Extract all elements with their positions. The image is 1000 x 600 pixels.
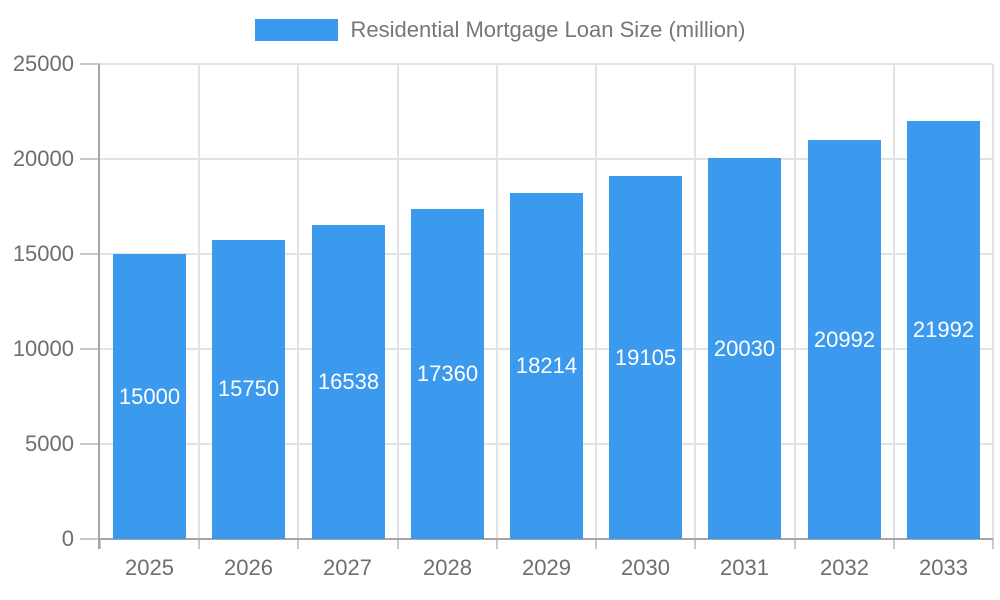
- x-tick-mark: [198, 539, 200, 549]
- x-tick-mark: [694, 539, 696, 549]
- x-gridline: [694, 64, 696, 539]
- x-gridline: [297, 64, 299, 539]
- bar-2030[interactable]: [609, 176, 682, 539]
- x-axis-tick-label: 2029: [522, 555, 571, 580]
- y-tick-mark: [80, 158, 100, 160]
- x-axis-tick-label: 2031: [720, 555, 769, 580]
- x-axis-tick-label: 2030: [621, 555, 670, 580]
- bar-2029[interactable]: [510, 193, 583, 539]
- x-axis-line: [98, 538, 993, 540]
- x-tick-mark: [794, 539, 796, 549]
- y-axis-tick-label: 5000: [25, 431, 74, 456]
- bar-2033[interactable]: [907, 121, 980, 539]
- x-axis-tick-label: 2027: [323, 555, 372, 580]
- x-axis-tick-label: 2025: [125, 555, 174, 580]
- x-gridline: [992, 64, 994, 539]
- x-gridline: [397, 64, 399, 539]
- x-axis-tick-label: 2026: [224, 555, 273, 580]
- bar-2025[interactable]: [113, 254, 186, 539]
- x-tick-mark: [992, 539, 994, 549]
- x-gridline: [595, 64, 597, 539]
- bar-2028[interactable]: [411, 209, 484, 539]
- y-tick-mark: [80, 253, 100, 255]
- x-gridline: [794, 64, 796, 539]
- y-axis-line: [98, 64, 100, 549]
- bar-2032[interactable]: [808, 140, 881, 539]
- x-gridline: [893, 64, 895, 539]
- legend[interactable]: Residential Mortgage Loan Size (million): [0, 12, 1000, 48]
- y-tick-mark: [80, 443, 100, 445]
- y-gridline: [100, 63, 993, 65]
- y-axis-tick-label: 15000: [12, 241, 74, 266]
- x-tick-mark: [99, 539, 101, 549]
- y-tick-mark: [80, 63, 100, 65]
- x-axis-tick-label: 2028: [423, 555, 472, 580]
- x-axis-tick-label: 2032: [820, 555, 869, 580]
- y-axis-tick-label: 10000: [12, 336, 74, 361]
- y-gridline: [100, 158, 993, 160]
- x-tick-mark: [893, 539, 895, 549]
- y-axis-tick-label: 20000: [12, 146, 74, 171]
- y-axis-tick-label: 0: [61, 526, 74, 551]
- x-tick-mark: [496, 539, 498, 549]
- bar-2031[interactable]: [708, 158, 781, 539]
- legend-label: Residential Mortgage Loan Size (million): [350, 17, 746, 42]
- y-tick-mark: [80, 538, 100, 540]
- legend-swatch-icon: [254, 19, 338, 41]
- x-gridline: [496, 64, 498, 539]
- x-tick-mark: [397, 539, 399, 549]
- y-axis-tick-label: 25000: [12, 51, 74, 76]
- bar-2027[interactable]: [312, 225, 385, 539]
- x-axis-tick-label: 2033: [919, 555, 968, 580]
- x-gridline: [198, 64, 200, 539]
- x-tick-mark: [297, 539, 299, 549]
- bar-2026[interactable]: [212, 240, 285, 539]
- x-tick-mark: [595, 539, 597, 549]
- y-tick-mark: [80, 348, 100, 350]
